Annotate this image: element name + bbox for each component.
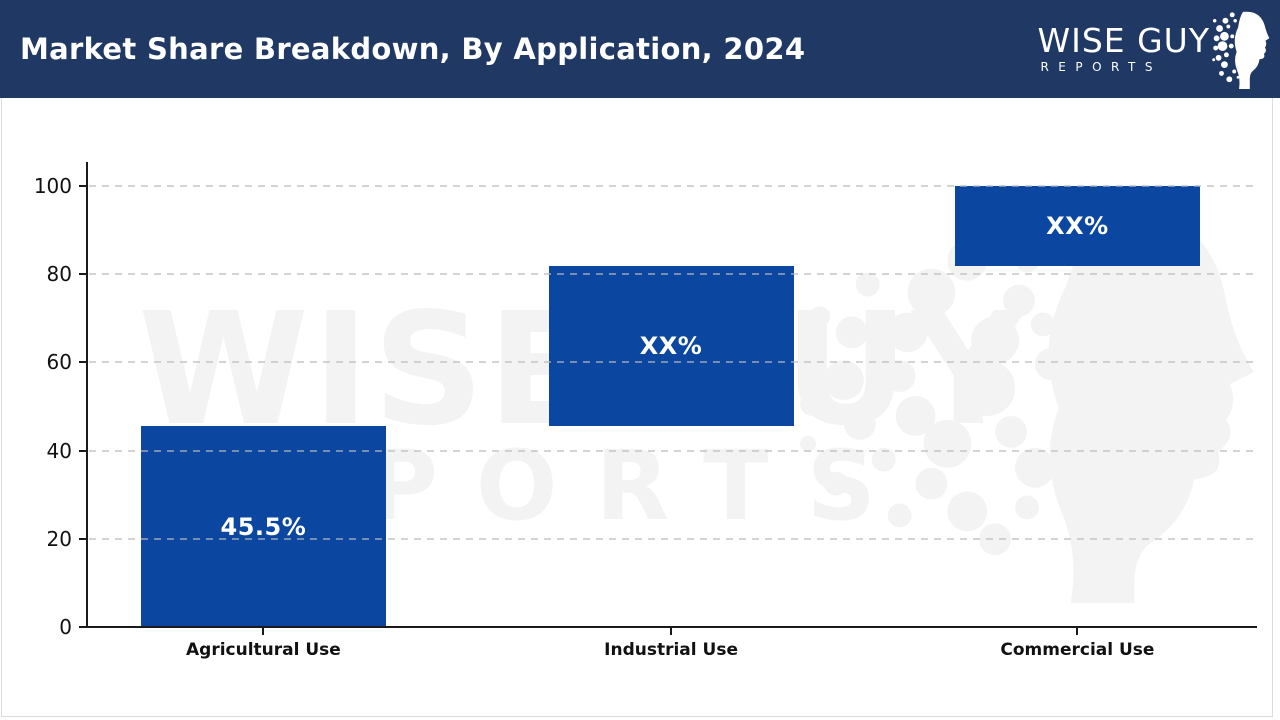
- header-bar: Market Share Breakdown, By Application, …: [0, 0, 1280, 98]
- logo-wordmark: WISE GUY: [1037, 21, 1210, 60]
- x-category-label-industrial-use: Industrial Use: [604, 640, 738, 660]
- gridline-40: [89, 449, 1256, 452]
- x-axis-spine: [86, 626, 1257, 628]
- brand-logo: WISE GUY REPORTS: [1037, 9, 1272, 89]
- gridline-60: [89, 361, 1256, 364]
- y-tick-80: [79, 273, 86, 276]
- bar-agricultural-use: 45.5%: [140, 426, 386, 627]
- x-category-label-agricultural-use: Agricultural Use: [186, 640, 341, 660]
- bar-commercial-use: XX%: [954, 186, 1200, 267]
- y-tick-label-80: 80: [46, 262, 72, 287]
- y-tick-60: [79, 361, 86, 364]
- dotted-head-watermark-icon: [800, 212, 1254, 603]
- y-tick-label-100: 100: [33, 174, 72, 198]
- bar-industrial-use: XX%: [548, 266, 794, 427]
- x-category-label-commercial-use: Commercial Use: [1000, 640, 1155, 660]
- y-tick-label-40: 40: [46, 438, 72, 463]
- y-tick-20: [79, 537, 86, 540]
- bar-value-label: XX%: [1046, 212, 1109, 241]
- bar-value-label: 45.5%: [220, 512, 307, 541]
- dotted-head-icon: [1212, 11, 1270, 89]
- x-tick-commercial-use: [1076, 628, 1079, 635]
- gridline-80: [89, 273, 1256, 276]
- y-axis-spine: [86, 162, 88, 628]
- chart-title: Market Share Breakdown, By Application, …: [20, 32, 806, 66]
- y-tick-0: [79, 626, 86, 628]
- y-tick-label-60: 60: [46, 350, 72, 375]
- x-tick-agricultural-use: [262, 628, 265, 635]
- gridline-20: [89, 537, 1256, 540]
- y-tick-label-0: 0: [59, 615, 72, 639]
- logo-subtext: REPORTS: [1040, 60, 1162, 74]
- x-tick-industrial-use: [670, 628, 673, 635]
- y-tick-40: [79, 449, 86, 452]
- brand-logo-text: WISE GUY REPORTS: [1037, 21, 1210, 75]
- y-tick-100: [79, 185, 86, 187]
- bar-value-label: XX%: [639, 332, 703, 361]
- y-tick-label-20: 20: [46, 526, 72, 551]
- gridline-100: [89, 185, 1256, 187]
